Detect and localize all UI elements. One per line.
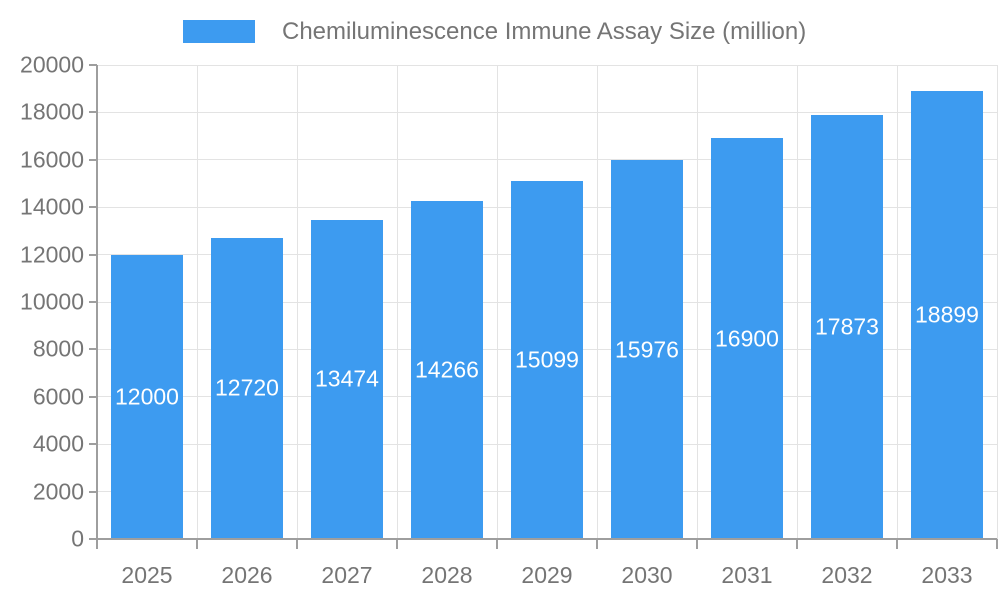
y-axis-tick: [89, 348, 97, 351]
y-axis-label: 18000: [20, 98, 84, 125]
y-axis-line: [96, 65, 98, 549]
legend-swatch: [183, 20, 255, 43]
x-axis-label: 2026: [221, 562, 273, 588]
y-axis-label: 10000: [20, 288, 84, 315]
v-gridline: [196, 65, 198, 539]
y-axis-label: 0: [71, 525, 84, 552]
v-gridline: [596, 65, 598, 539]
x-axis-label: 2030: [621, 562, 673, 588]
bar-2025[interactable]: [111, 254, 183, 539]
y-axis-tick: [89, 64, 97, 66]
y-axis-label: 6000: [32, 383, 84, 410]
x-axis-tick: [996, 539, 998, 549]
x-axis-label: 2033: [921, 562, 973, 588]
x-axis-label: 2032: [821, 562, 873, 588]
x-axis-label: 2025: [121, 562, 173, 588]
y-axis-label: 16000: [20, 146, 84, 173]
v-gridline: [296, 65, 298, 539]
bar-2026[interactable]: [211, 237, 283, 539]
bar-value-label: 15976: [615, 336, 679, 363]
y-axis-label: 12000: [20, 241, 84, 268]
bar-2031[interactable]: [711, 138, 783, 539]
bar-value-label: 17873: [815, 313, 879, 340]
y-axis-label: 4000: [32, 430, 84, 457]
x-axis-tick: [596, 539, 598, 549]
bar-value-label: 12720: [215, 374, 279, 401]
y-axis-tick: [89, 538, 97, 540]
bar-2030[interactable]: [611, 160, 683, 539]
y-axis-tick: [89, 443, 97, 446]
y-axis-label: 2000: [32, 478, 84, 505]
x-axis-tick: [696, 539, 698, 549]
bar-value-label: 15099: [515, 346, 579, 373]
bar-value-label: 18899: [915, 301, 979, 328]
x-axis-line: [89, 538, 997, 540]
y-axis-label: 20000: [20, 51, 84, 78]
y-axis-tick: [89, 395, 97, 398]
x-axis-tick: [196, 539, 198, 549]
x-axis-tick: [496, 539, 498, 549]
y-axis-tick: [89, 253, 97, 256]
bar-2033[interactable]: [911, 91, 983, 539]
bar-2032[interactable]: [811, 115, 883, 539]
h-gridline: [97, 111, 997, 113]
bar-2027[interactable]: [311, 219, 383, 539]
y-axis-tick: [89, 206, 97, 209]
x-axis-tick: [896, 539, 898, 549]
x-axis-label: 2028: [421, 562, 473, 588]
x-axis-tick: [296, 539, 298, 549]
y-axis-label: 14000: [20, 193, 84, 220]
v-gridline: [796, 65, 798, 539]
y-axis-tick: [89, 111, 97, 114]
h-gridline: [97, 64, 997, 66]
bar-2028[interactable]: [411, 200, 483, 539]
bar-value-label: 14266: [415, 356, 479, 383]
x-axis-tick: [396, 539, 398, 549]
y-axis-tick: [89, 301, 97, 303]
legend-label: Chemiluminescence Immune Assay Size (mil…: [282, 17, 807, 45]
chart-legend: Chemiluminescence Immune Assay Size (mil…: [183, 17, 807, 45]
bar-value-label: 13474: [315, 365, 379, 392]
x-axis-tick: [796, 539, 798, 549]
bar-2029[interactable]: [511, 181, 583, 539]
x-axis-label: 2029: [521, 562, 573, 588]
v-gridline: [696, 65, 698, 539]
x-axis-label: 2027: [321, 562, 373, 588]
y-axis-tick: [89, 158, 97, 161]
h-gridline: [97, 159, 997, 161]
bar-value-label: 12000: [115, 383, 179, 410]
v-gridline: [996, 65, 998, 539]
v-gridline: [396, 65, 398, 539]
y-axis-tick: [89, 490, 97, 493]
bar-value-label: 16900: [715, 325, 779, 352]
x-axis-label: 2031: [721, 562, 773, 588]
y-axis-label: 8000: [32, 335, 84, 362]
x-axis-tick: [96, 539, 98, 549]
v-gridline: [896, 65, 898, 539]
v-gridline: [496, 65, 498, 539]
